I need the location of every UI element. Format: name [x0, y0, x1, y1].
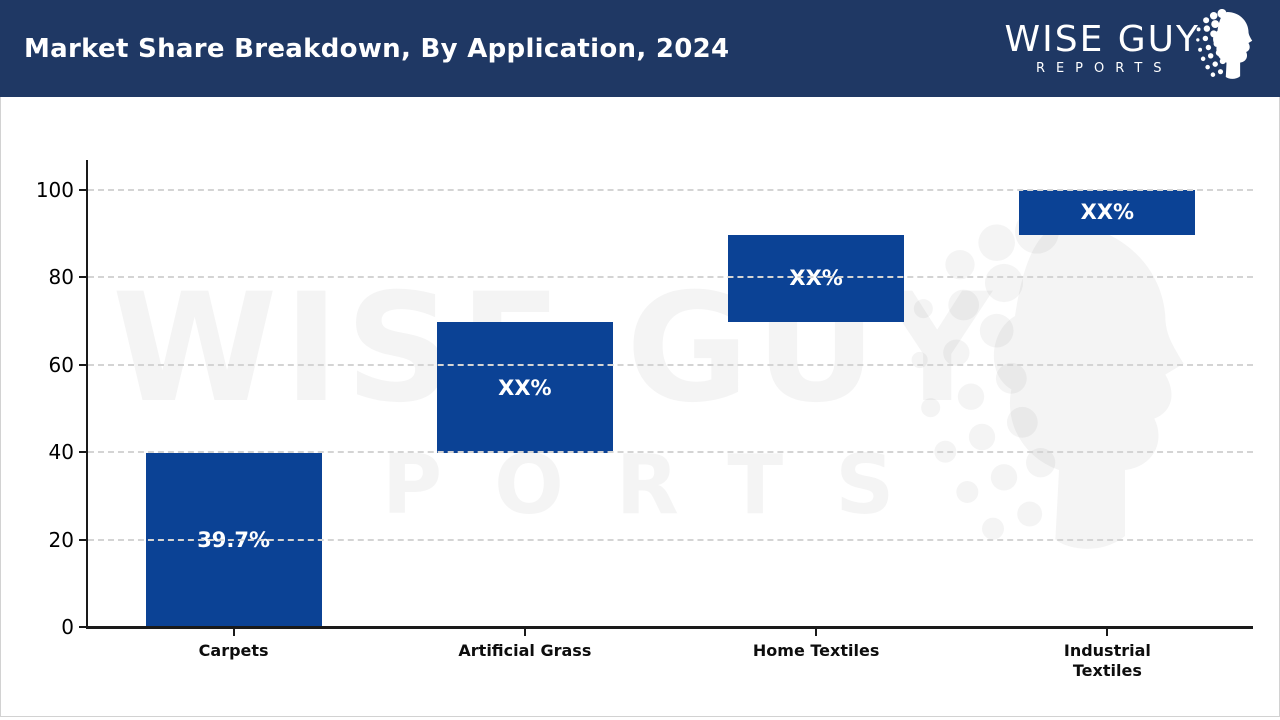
watermark-text-bottom: PORTS	[382, 438, 946, 533]
watermark-head-profile-icon	[911, 209, 1184, 549]
y-axis-tick	[79, 538, 88, 541]
x-tick-label: Carpets	[198, 641, 269, 660]
y-tick-label: 20	[48, 527, 74, 552]
x-axis-tick	[815, 628, 818, 636]
y-tick-label: 80	[48, 265, 74, 289]
x-axis-line	[86, 626, 1253, 629]
bar-value-label: XX%	[498, 375, 552, 400]
brand-logo-text: WISE GUY REPORTS	[1005, 21, 1201, 76]
brand-name: WISE GUY	[1004, 19, 1200, 61]
y-tick-label: 60	[48, 352, 74, 377]
bar-value-label: XX%	[789, 266, 843, 291]
y-tick-label: 100	[35, 177, 74, 202]
bar-value-label: XX%	[1080, 200, 1135, 225]
bar-home-textiles: XX%	[728, 234, 905, 323]
gridline-40	[88, 451, 1253, 453]
y-axis-tick	[79, 188, 88, 191]
gridline-60	[88, 363, 1253, 366]
y-tick-label: 40	[48, 440, 74, 464]
gridline-80	[88, 276, 1253, 278]
gridline-100	[88, 188, 1253, 191]
x-tick-label: Artificial Grass	[458, 641, 592, 660]
bar-artificial-grass: XX%	[436, 322, 613, 454]
y-axis-line	[86, 160, 88, 629]
y-tick-label: 0	[61, 615, 74, 639]
gridline-20	[88, 538, 1253, 541]
y-axis-tick	[79, 276, 88, 278]
page-title: Market Share Breakdown, By Application, …	[24, 33, 730, 64]
x-axis-tick	[523, 628, 526, 636]
x-axis-tick	[232, 628, 235, 636]
x-tick-label: Industrial Textiles	[1063, 641, 1151, 681]
y-axis-tick	[79, 451, 88, 453]
brand-head-profile-icon	[1196, 8, 1253, 79]
y-axis-tick	[79, 626, 88, 628]
brand-logo: WISE GUY REPORTS	[1005, 8, 1257, 89]
brand-subname: REPORTS	[1035, 60, 1173, 76]
header: Market Share Breakdown, By Application, …	[0, 0, 1280, 97]
bar-industrial-textiles: XX%	[1019, 189, 1196, 235]
y-axis-tick	[79, 363, 88, 366]
x-tick-label: Home Textiles	[752, 641, 880, 660]
x-axis-tick	[1106, 628, 1109, 636]
